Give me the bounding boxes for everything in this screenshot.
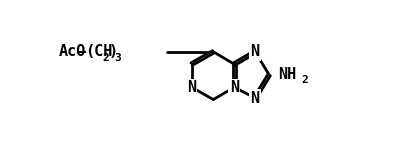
Text: N: N [251,91,260,106]
Text: N: N [251,44,260,59]
Text: NH: NH [279,67,296,82]
Text: AcO: AcO [58,44,86,59]
Text: ): ) [109,44,118,59]
Text: 2: 2 [102,53,109,63]
Text: 3: 3 [115,53,121,63]
Text: N: N [230,80,239,95]
Text: 2: 2 [301,75,309,85]
Text: N: N [187,80,196,95]
Text: (CH: (CH [85,44,113,59]
Text: —: — [77,44,86,59]
